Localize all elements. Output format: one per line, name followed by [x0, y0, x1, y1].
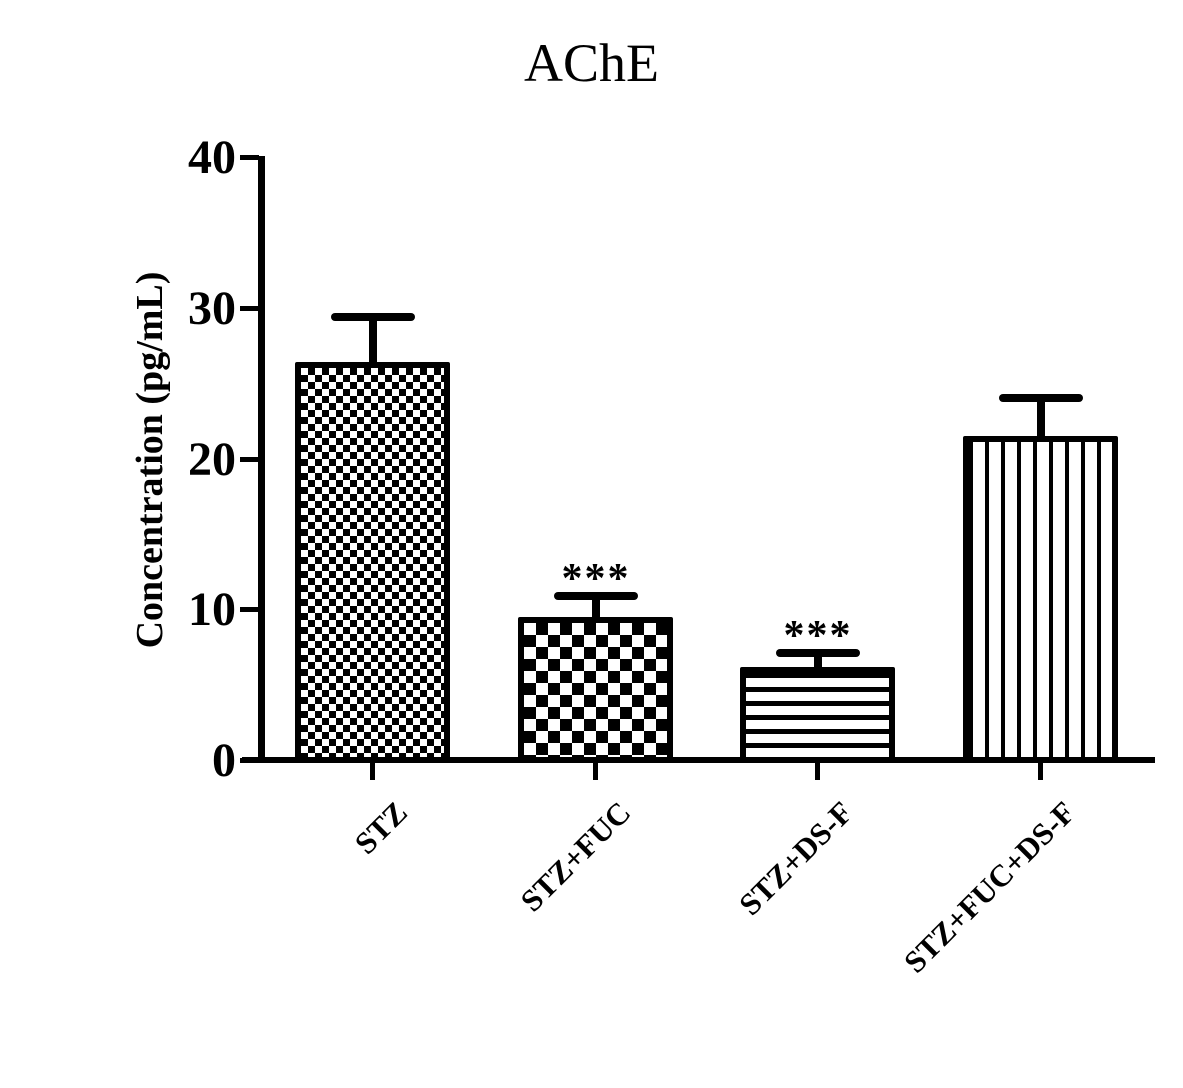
- x-axis-line: [242, 757, 1155, 763]
- bar-stz+fuc+ds-f: [963, 435, 1118, 763]
- x-tick: [1038, 763, 1043, 780]
- y-tick: [240, 758, 259, 763]
- error-bar-stem: [592, 595, 600, 625]
- error-bar-stem: [1037, 398, 1045, 444]
- error-bar-cap: [554, 591, 638, 600]
- error-bar-stem: [369, 316, 377, 371]
- y-tick-label: 30: [188, 281, 236, 335]
- significance-stars: ***: [783, 613, 853, 659]
- y-tick: [240, 456, 259, 462]
- y-tick: [240, 155, 259, 161]
- bar-stz: [295, 362, 450, 763]
- bar-stz+fuc: [518, 616, 673, 763]
- y-tick-label: 10: [188, 583, 236, 637]
- error-bar-stem: [814, 653, 822, 675]
- error-bar-cap: [999, 394, 1083, 403]
- chart-title: AChE: [524, 33, 659, 93]
- x-tick: [370, 763, 375, 780]
- error-bar-cap: [776, 649, 860, 657]
- x-tick: [815, 763, 820, 780]
- bar-stz+ds-f: [740, 666, 895, 763]
- y-tick: [240, 607, 259, 613]
- significance-stars: ***: [561, 555, 631, 602]
- y-tick: [240, 305, 259, 311]
- x-label-stz+ds-f: STZ+DS-F: [731, 794, 860, 922]
- x-label-stz+fuc: STZ+FUC: [513, 794, 638, 919]
- x-label-stz+fuc+ds-f: STZ+FUC+DS-F: [897, 794, 1083, 980]
- error-bar-cap: [331, 312, 415, 321]
- y-tick-label: 40: [188, 131, 236, 185]
- x-tick: [593, 763, 598, 780]
- y-axis-line: [258, 156, 265, 763]
- y-tick-label: 20: [188, 432, 236, 486]
- x-label-stz: STZ: [348, 794, 415, 861]
- y-tick-label: 0: [212, 734, 236, 787]
